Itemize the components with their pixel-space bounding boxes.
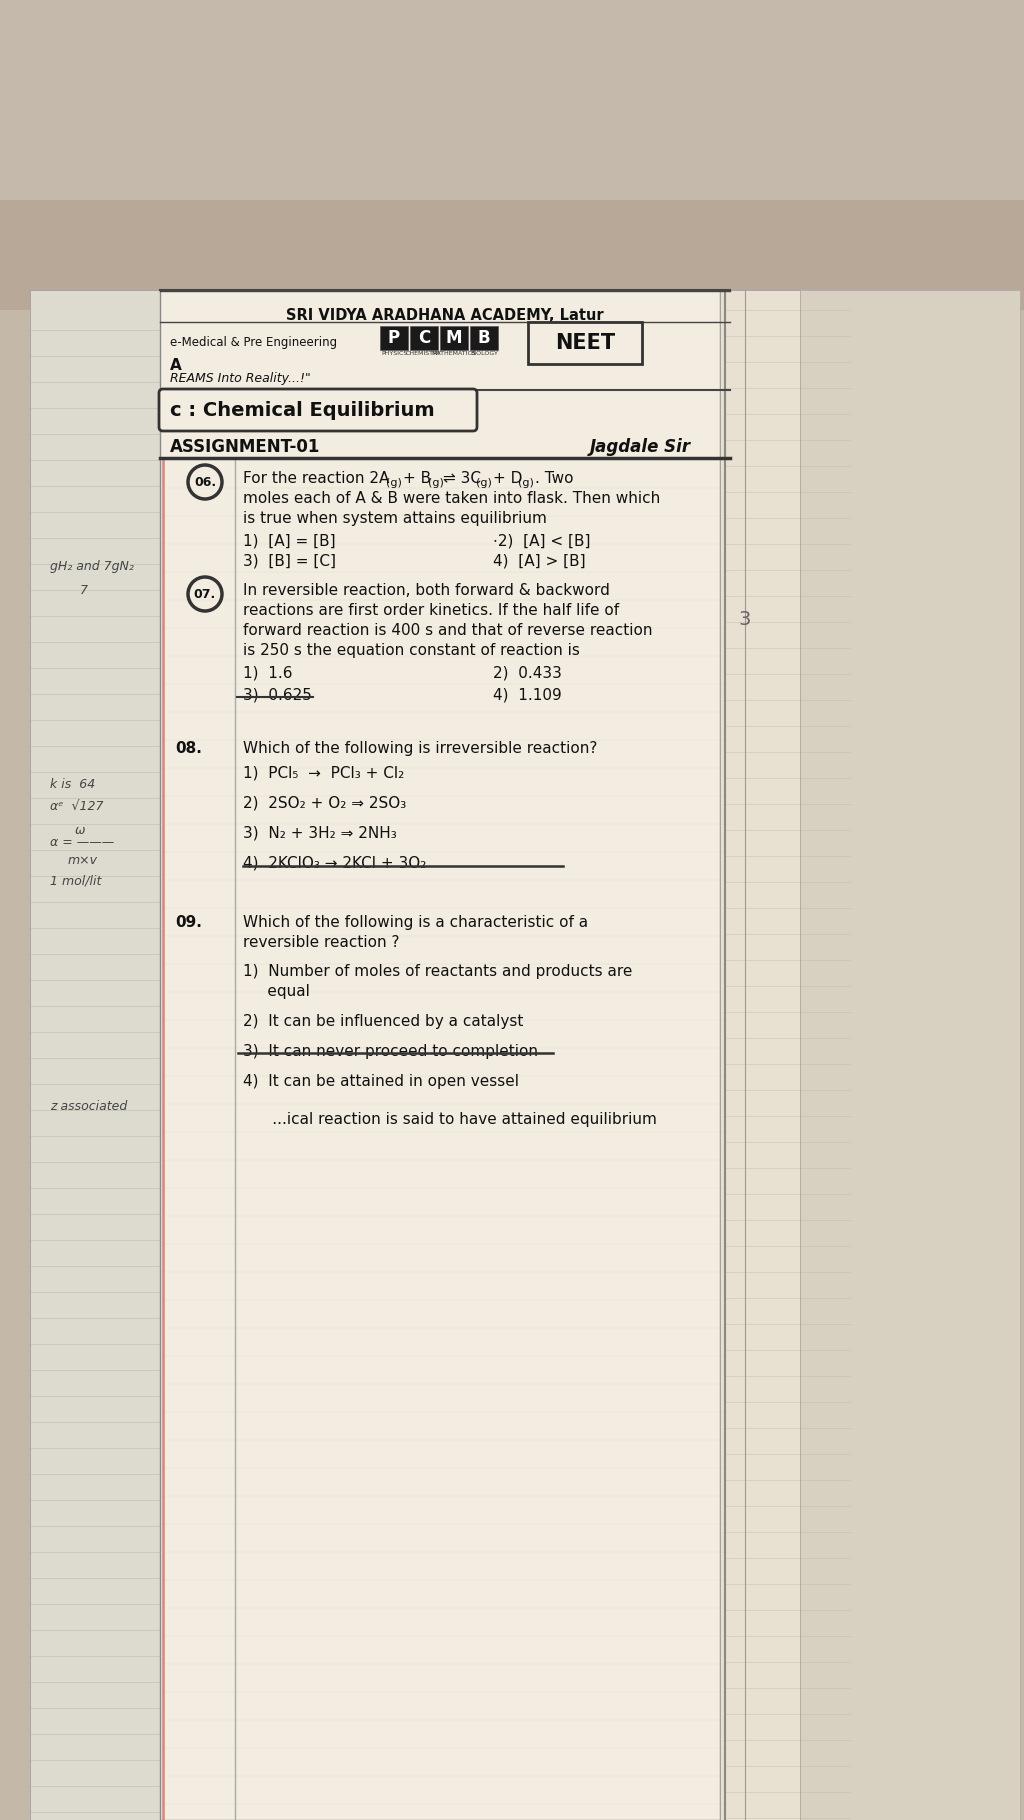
Text: 06.: 06. bbox=[194, 475, 216, 488]
Text: 1)  PCl₅  →  PCl₃ + Cl₂: 1) PCl₅ → PCl₃ + Cl₂ bbox=[243, 766, 404, 781]
Text: M: M bbox=[445, 329, 462, 348]
FancyBboxPatch shape bbox=[410, 326, 438, 349]
Text: αᵉ  √127: αᵉ √127 bbox=[50, 801, 103, 814]
FancyBboxPatch shape bbox=[160, 289, 720, 1820]
Text: 3: 3 bbox=[738, 610, 751, 630]
Text: 4)  [A] > [B]: 4) [A] > [B] bbox=[493, 553, 586, 570]
Text: 3)  [B] = [C]: 3) [B] = [C] bbox=[243, 553, 336, 570]
Text: m×v: m×v bbox=[68, 854, 98, 866]
Text: α = ———: α = ——— bbox=[50, 835, 115, 848]
Text: 4)  2KClO₃ → 2KCl + 3O₂: 4) 2KClO₃ → 2KCl + 3O₂ bbox=[243, 855, 426, 872]
FancyBboxPatch shape bbox=[159, 389, 477, 431]
Text: 2)  0.433: 2) 0.433 bbox=[493, 666, 562, 681]
Text: In reversible reaction, both forward & backword: In reversible reaction, both forward & b… bbox=[243, 582, 610, 599]
Text: 4)  It can be attained in open vessel: 4) It can be attained in open vessel bbox=[243, 1074, 519, 1088]
Text: Which of the following is a characteristic of a: Which of the following is a characterist… bbox=[243, 915, 588, 930]
Text: (g): (g) bbox=[428, 479, 443, 488]
Text: For the reaction 2A: For the reaction 2A bbox=[243, 471, 389, 486]
Text: 3)  0.625: 3) 0.625 bbox=[243, 688, 312, 703]
Text: gH₂ and 7gN₂: gH₂ and 7gN₂ bbox=[50, 561, 134, 573]
Text: is true when system attains equilibrium: is true when system attains equilibrium bbox=[243, 511, 547, 526]
FancyBboxPatch shape bbox=[0, 0, 1024, 309]
Text: ⇌ 3C: ⇌ 3C bbox=[443, 471, 481, 486]
Text: + D: + D bbox=[493, 471, 522, 486]
Text: 1)  1.6: 1) 1.6 bbox=[243, 666, 293, 681]
Text: ω: ω bbox=[75, 824, 85, 837]
Text: BIOLOGY: BIOLOGY bbox=[470, 351, 498, 357]
Text: forward reaction is 400 s and that of reverse reaction: forward reaction is 400 s and that of re… bbox=[243, 622, 652, 639]
Text: (g): (g) bbox=[476, 479, 492, 488]
FancyBboxPatch shape bbox=[30, 289, 160, 1820]
Text: 1)  [A] = [B]: 1) [A] = [B] bbox=[243, 533, 336, 550]
Text: 09.: 09. bbox=[175, 915, 202, 930]
Text: 3)  N₂ + 3H₂ ⇒ 2NH₃: 3) N₂ + 3H₂ ⇒ 2NH₃ bbox=[243, 826, 396, 841]
FancyBboxPatch shape bbox=[440, 326, 468, 349]
Text: 7: 7 bbox=[80, 584, 88, 597]
Text: k is  64: k is 64 bbox=[50, 777, 95, 792]
Text: PHYSICS: PHYSICS bbox=[381, 351, 408, 357]
Text: (g): (g) bbox=[386, 479, 401, 488]
Text: is 250 s the equation constant of reaction is: is 250 s the equation constant of reacti… bbox=[243, 642, 580, 659]
Text: ...ical reaction is said to have attained equilibrium: ...ical reaction is said to have attaine… bbox=[243, 1112, 656, 1127]
Text: reactions are first order kinetics. If the half life of: reactions are first order kinetics. If t… bbox=[243, 602, 620, 619]
Text: ⋅2)  [A] < [B]: ⋅2) [A] < [B] bbox=[493, 533, 591, 550]
FancyBboxPatch shape bbox=[800, 289, 1020, 1820]
Text: 2)  It can be influenced by a catalyst: 2) It can be influenced by a catalyst bbox=[243, 1014, 523, 1028]
Text: c : Chemical Equilibrium: c : Chemical Equilibrium bbox=[170, 402, 434, 420]
Text: 1 mol/lit: 1 mol/lit bbox=[50, 874, 101, 886]
Text: e-Medical & Pre Engineering: e-Medical & Pre Engineering bbox=[170, 337, 337, 349]
Text: ASSIGNMENT-01: ASSIGNMENT-01 bbox=[170, 439, 321, 457]
Text: MATHEMATICS: MATHEMATICS bbox=[432, 351, 476, 357]
Text: z associated: z associated bbox=[50, 1099, 127, 1114]
Text: Which of the following is irreversible reaction?: Which of the following is irreversible r… bbox=[243, 741, 597, 755]
Text: A: A bbox=[170, 359, 181, 373]
Text: NEET: NEET bbox=[555, 333, 615, 353]
Text: 3)  It can never proceed to completion: 3) It can never proceed to completion bbox=[243, 1045, 538, 1059]
FancyBboxPatch shape bbox=[720, 289, 800, 1820]
FancyBboxPatch shape bbox=[528, 322, 642, 364]
Text: Jagdale Sir: Jagdale Sir bbox=[590, 439, 691, 457]
Text: equal: equal bbox=[243, 985, 310, 999]
Text: reversible reaction ?: reversible reaction ? bbox=[243, 935, 399, 950]
Text: + B: + B bbox=[403, 471, 431, 486]
FancyBboxPatch shape bbox=[0, 0, 1024, 200]
Text: 08.: 08. bbox=[175, 741, 202, 755]
Text: B: B bbox=[477, 329, 490, 348]
Text: REAMS Into Reality...!": REAMS Into Reality...!" bbox=[170, 371, 310, 386]
Text: SRI VIDYA ARADHANA ACADEMY, Latur: SRI VIDYA ARADHANA ACADEMY, Latur bbox=[286, 308, 604, 322]
Text: 1)  Number of moles of reactants and products are: 1) Number of moles of reactants and prod… bbox=[243, 965, 633, 979]
Text: 07.: 07. bbox=[194, 588, 216, 601]
Text: C: C bbox=[418, 329, 430, 348]
Text: 2)  2SO₂ + O₂ ⇒ 2SO₃: 2) 2SO₂ + O₂ ⇒ 2SO₃ bbox=[243, 795, 407, 812]
Text: moles each of A & B were taken into flask. Then which: moles each of A & B were taken into flas… bbox=[243, 491, 660, 506]
Text: . Two: . Two bbox=[535, 471, 573, 486]
Text: P: P bbox=[388, 329, 400, 348]
Text: CHEMISTRY: CHEMISTRY bbox=[407, 351, 442, 357]
FancyBboxPatch shape bbox=[470, 326, 498, 349]
Text: (g): (g) bbox=[518, 479, 534, 488]
FancyBboxPatch shape bbox=[0, 309, 1024, 1820]
Text: 4)  1.109: 4) 1.109 bbox=[493, 688, 562, 703]
FancyBboxPatch shape bbox=[380, 326, 408, 349]
